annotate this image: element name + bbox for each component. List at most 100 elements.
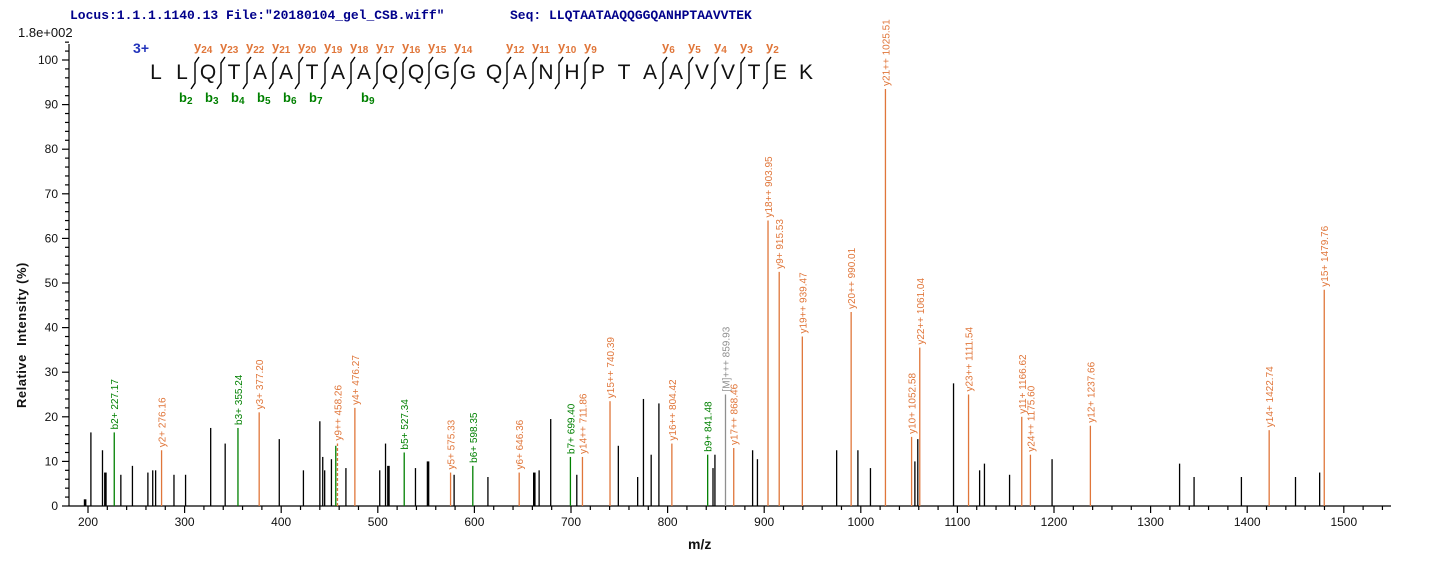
fragment-divider [450,56,460,90]
peak-label: b2+ 227.17 [110,379,121,430]
y-tick-label: 40 [45,321,59,335]
peak-label: y16++ 804.42 [668,379,679,441]
peak-label: y14++ 711.86 [578,393,589,454]
x-tick-label: 1100 [944,515,970,529]
y-tick-label: 50 [45,276,59,290]
fragment-divider [424,56,434,90]
peak-label: y3+ 377.20 [255,359,266,409]
peak-label: y14+ 1422.74 [1265,366,1276,427]
y-tick-label: 20 [45,410,59,424]
x-tick-label: 300 [175,515,195,529]
x-tick-label: 200 [78,515,98,529]
peak-label: [M]+++ 859.93 [721,326,732,391]
b-ion-marker: b4 [231,90,245,107]
y-tick-label: 80 [45,142,59,156]
fragment-divider [554,56,564,90]
y-ion-marker: y14 [454,39,473,56]
residue-letter: E [773,61,787,84]
y-tick-label: 60 [45,231,59,245]
y-ion-marker: y3 [740,39,753,56]
peaks [83,88,1325,506]
residue-letter: A [643,61,657,84]
fragment-divider [398,56,408,90]
x-tick-label: 600 [464,515,484,529]
residue-letter: G [434,61,450,84]
residue-letter: T [228,61,241,84]
peak-label: y20++ 990.01 [847,247,858,309]
residue-letter: T [748,61,761,84]
peak-label: y15++ 740.39 [606,337,617,399]
y-ion-marker: y12 [506,39,525,56]
y-tick-label: 90 [45,98,59,112]
b-ion-marker: b9 [361,90,375,107]
peak-label: y2+ 276.16 [158,397,169,447]
peak-label: y24++ 1175.60 [1026,385,1037,451]
residue-letter: P [591,61,605,84]
fragment-divider [580,56,590,90]
header-locus-file: Locus:1.1.1.1140.13 File:"20180104_gel_C… [70,8,445,23]
residue-letter: L [176,61,188,84]
y-ion-marker: y22 [246,39,265,56]
residue-letter: L [150,61,162,84]
fragment-divider [528,56,538,90]
residue-letter: A [357,61,371,84]
peak-label: y9+ 915.53 [775,219,786,269]
fragment-divider [372,56,382,90]
peak-label: y18++ 903.95 [764,156,775,218]
fragment-divider [190,56,200,90]
x-tick-label: 800 [658,515,678,529]
y-ion-marker: y2 [766,39,779,56]
x-tick-label: 400 [271,515,291,529]
y-tick-label: 100 [38,53,58,67]
fragment-divider [216,56,226,90]
y-ion-marker: y24 [194,39,213,56]
residue-letter: K [799,61,813,84]
peak-label: y21++ 1025.51 [881,19,892,86]
fragment-divider [658,56,668,90]
y-ion-marker: y10 [558,39,577,56]
peak-label: y12+ 1237.66 [1086,361,1097,422]
peak-label: b9+ 841.48 [704,401,715,452]
axes [62,41,1391,513]
residue-letter: Q [200,61,216,84]
fragment-divider [242,56,252,90]
residue-letter: V [695,61,709,84]
residue-letter: Q [408,61,424,84]
x-tick-label: 900 [754,515,774,529]
x-tick-label: 1200 [1041,515,1068,529]
residue-letter: A [279,61,293,84]
residue-letter: N [538,61,553,84]
y-ion-marker: y6 [662,39,675,56]
peak-label: y22++ 1061.04 [916,278,927,345]
fragment-divider [268,56,278,90]
fragment-divider [736,56,746,90]
residue-letter: T [306,61,319,84]
peak-label: b7+ 699.40 [566,403,577,454]
residue-letter: A [669,61,683,84]
fragment-divider [762,56,772,90]
residue-letter: Q [486,61,502,84]
b-ion-marker: b2 [179,90,193,107]
peak-label: y9++ 458.26 [333,385,344,441]
header-sequence: Seq: LLQTAATAAQQGGQANHPTAAVVTEK [510,8,752,23]
y-tick-label: 0 [51,499,58,513]
y-ion-marker: y4 [714,39,727,56]
fragment-divider [346,56,356,90]
x-axis-title: m/z [688,536,712,552]
y-ion-marker: y17 [376,39,395,56]
residue-letter: V [721,61,735,84]
residue-letter: A [253,61,267,84]
y-tick-label: 10 [45,454,59,468]
x-tick-label: 1400 [1234,515,1261,529]
fragment-divider [294,56,304,90]
peak-label: y19++ 939.47 [798,272,809,334]
residue-letter: Q [382,61,398,84]
fragment-divider [684,56,694,90]
residue-letter: A [513,61,527,84]
peak-label: y23++ 1111.54 [965,327,976,392]
peak-label: y17++ 868.46 [730,383,741,445]
residue-letter: A [331,61,345,84]
y-ion-marker: y19 [324,39,343,56]
y-ion-marker: y5 [688,39,701,56]
